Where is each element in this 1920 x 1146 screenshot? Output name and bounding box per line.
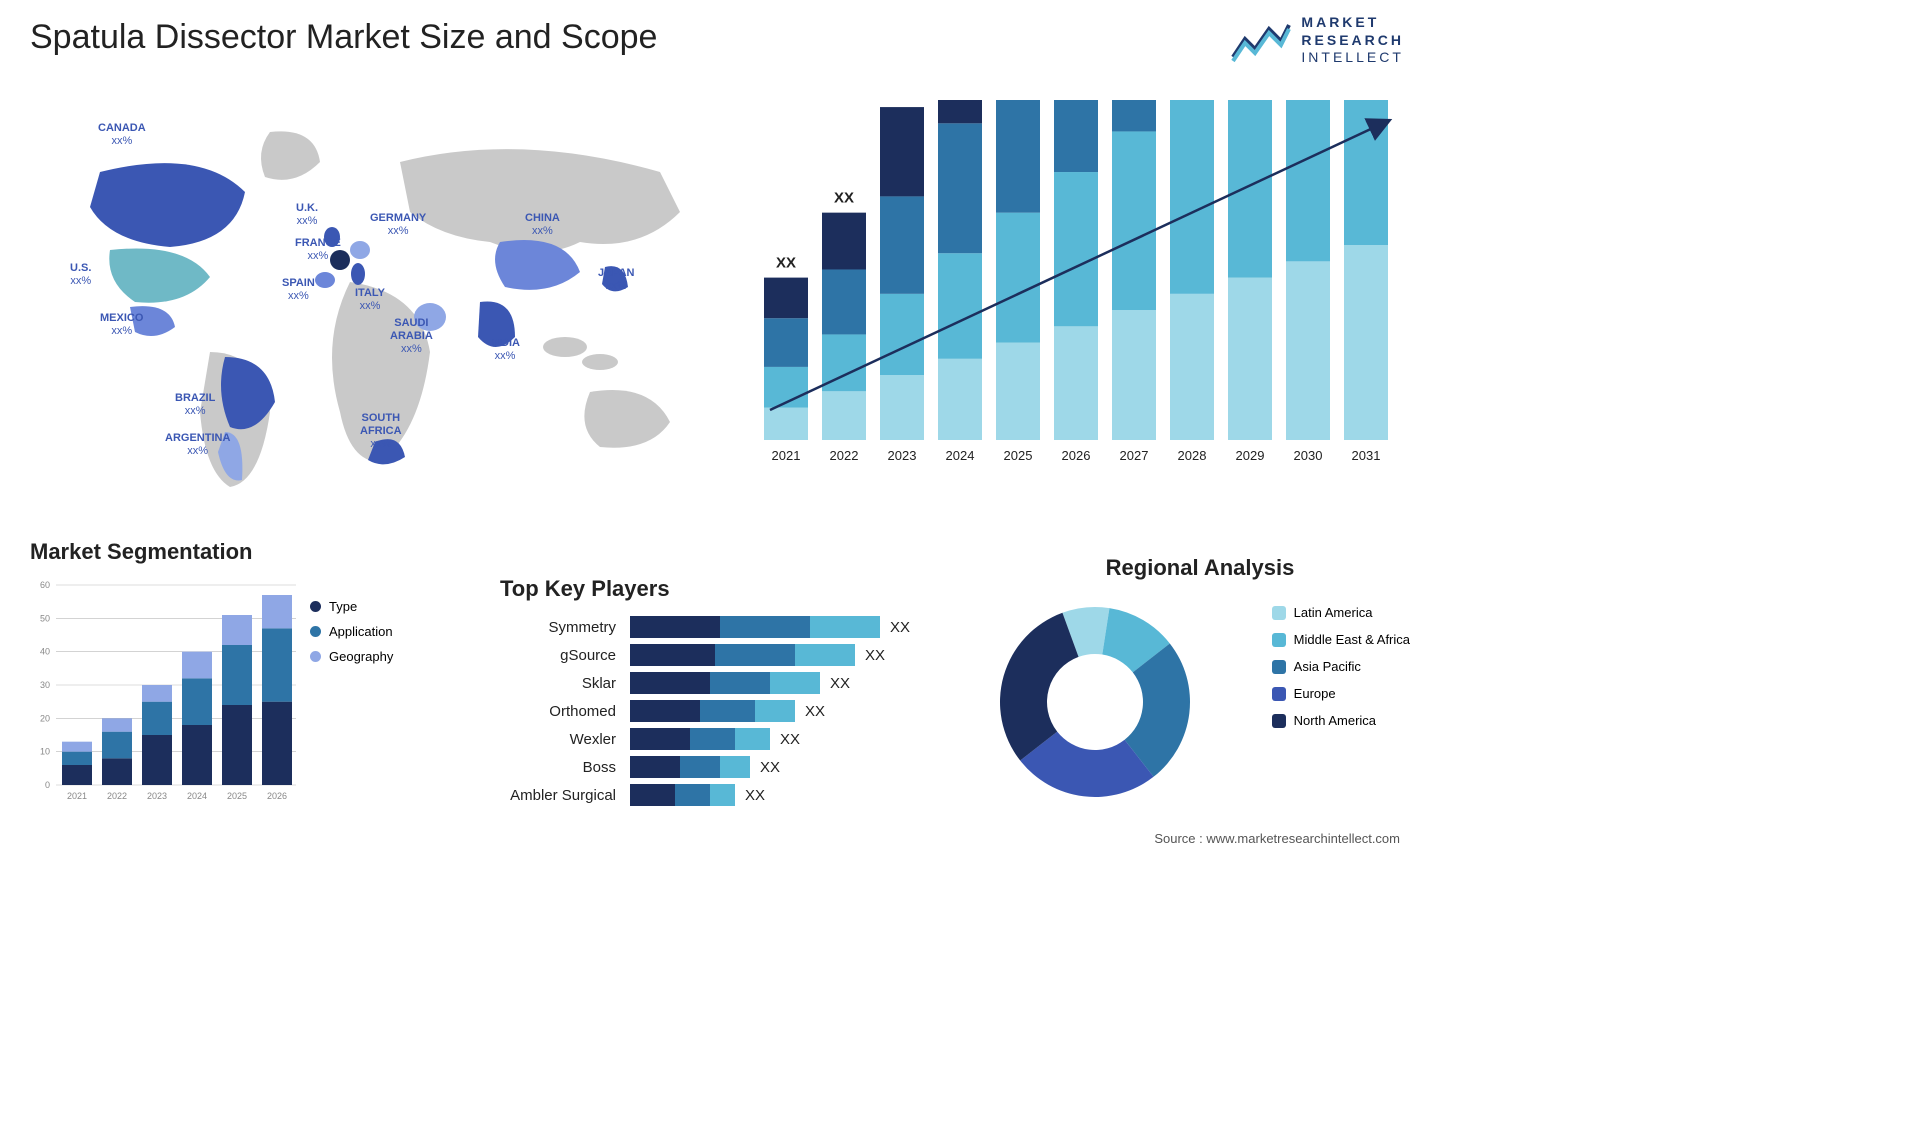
player-name: Wexler xyxy=(500,731,630,748)
svg-text:XX: XX xyxy=(776,255,796,272)
map-label: U.K.xx% xyxy=(296,202,318,228)
players-title: Top Key Players xyxy=(500,576,960,602)
map-label: U.S.xx% xyxy=(70,262,91,288)
svg-text:2022: 2022 xyxy=(830,448,859,463)
player-bar xyxy=(630,728,770,750)
page-title: Spatula Dissector Market Size and Scope xyxy=(30,18,657,57)
svg-text:2024: 2024 xyxy=(946,448,975,463)
player-value: XX xyxy=(805,703,825,720)
segmentation-panel: Market Segmentation 0 10 20 30 40 50 60 2021 202… xyxy=(30,539,460,812)
player-name: gSource xyxy=(500,647,630,664)
player-row: Boss XX xyxy=(500,756,960,778)
logo-text: MARKET RESEARCH INTELLECT xyxy=(1301,14,1404,67)
player-name: Ambler Surgical xyxy=(500,787,630,804)
growth-chart-svg: XX2021XX2022XX2023XX2024XX2025XX2026XX20… xyxy=(760,100,1400,480)
brand-logo: MARKET RESEARCH INTELLECT xyxy=(1231,14,1404,67)
legend-item: Application xyxy=(310,624,393,639)
world-map: CANADAxx% U.S.xx% MEXICOxx% BRAZILxx% ARGENT… xyxy=(20,92,720,492)
svg-text:2026: 2026 xyxy=(267,791,287,801)
regional-donut xyxy=(990,597,1200,807)
player-value: XX xyxy=(890,619,910,636)
svg-text:XX: XX xyxy=(892,100,912,101)
player-row: Orthomed XX xyxy=(500,700,960,722)
svg-text:60: 60 xyxy=(40,580,50,590)
map-label: SAUDIARABIAxx% xyxy=(390,317,433,357)
map-label: ITALYxx% xyxy=(355,287,385,313)
map-label: SOUTHAFRICAxx% xyxy=(360,412,402,452)
regional-panel: Regional Analysis Latin America Middle Ea… xyxy=(990,555,1410,812)
map-label: FRANCExx% xyxy=(295,237,341,263)
svg-text:0: 0 xyxy=(45,780,50,790)
svg-text:2021: 2021 xyxy=(772,448,801,463)
svg-text:2031: 2031 xyxy=(1352,448,1381,463)
player-value: XX xyxy=(745,787,765,804)
player-row: Ambler Surgical XX xyxy=(500,784,960,806)
svg-text:20: 20 xyxy=(40,713,50,723)
svg-text:2023: 2023 xyxy=(147,791,167,801)
player-value: XX xyxy=(830,675,850,692)
player-name: Orthomed xyxy=(500,703,630,720)
regional-title: Regional Analysis xyxy=(990,555,1410,581)
segmentation-chart: 0 10 20 30 40 50 60 2021 2022 2023 2024 2025 2026 xyxy=(30,577,300,807)
svg-text:2023: 2023 xyxy=(888,448,917,463)
map-label: SPAINxx% xyxy=(282,277,315,303)
player-value: XX xyxy=(865,647,885,664)
svg-text:2022: 2022 xyxy=(107,791,127,801)
map-label: INDIAxx% xyxy=(490,337,520,363)
player-value: XX xyxy=(760,759,780,776)
map-label: BRAZILxx% xyxy=(175,392,215,418)
svg-text:2028: 2028 xyxy=(1178,448,1207,463)
player-value: XX xyxy=(780,731,800,748)
players-panel: Top Key Players SymmetryXXgSourceXXSklar… xyxy=(500,576,960,812)
player-bar xyxy=(630,644,855,666)
legend-item: Asia Pacific xyxy=(1272,659,1410,674)
legend-item: Geography xyxy=(310,649,393,664)
player-bar xyxy=(630,784,735,806)
svg-text:2021: 2021 xyxy=(67,791,87,801)
map-label: ARGENTINAxx% xyxy=(165,432,230,458)
svg-text:2029: 2029 xyxy=(1236,448,1265,463)
player-name: Symmetry xyxy=(500,619,630,636)
player-name: Boss xyxy=(500,759,630,776)
segmentation-legend: Type Application Geography xyxy=(310,599,393,674)
svg-text:2030: 2030 xyxy=(1294,448,1323,463)
legend-item: Middle East & Africa xyxy=(1272,632,1410,647)
player-bar xyxy=(630,616,880,638)
player-row: Symmetry XX xyxy=(500,616,960,638)
legend-item: Europe xyxy=(1272,686,1410,701)
growth-chart: XX2021XX2022XX2023XX2024XX2025XX2026XX20… xyxy=(760,100,1400,480)
legend-item: Latin America xyxy=(1272,605,1410,620)
player-row: Wexler XX xyxy=(500,728,960,750)
map-label: CHINAxx% xyxy=(525,212,560,238)
player-bar xyxy=(630,672,820,694)
logo-mark-icon xyxy=(1231,17,1291,63)
regional-legend: Latin America Middle East & Africa Asia Pa… xyxy=(1272,605,1410,740)
svg-text:2026: 2026 xyxy=(1062,448,1091,463)
player-bar xyxy=(630,700,795,722)
source-attribution: Source : www.marketresearchintellect.com xyxy=(1154,831,1400,846)
svg-text:40: 40 xyxy=(40,647,50,657)
svg-text:2024: 2024 xyxy=(187,791,207,801)
svg-text:2025: 2025 xyxy=(1004,448,1033,463)
svg-text:50: 50 xyxy=(40,613,50,623)
player-name: Sklar xyxy=(500,675,630,692)
legend-item: Type xyxy=(310,599,393,614)
legend-item: North America xyxy=(1272,713,1410,728)
player-row: gSource XX xyxy=(500,644,960,666)
map-label: MEXICOxx% xyxy=(100,312,143,338)
map-label: CANADAxx% xyxy=(98,122,146,148)
player-bar xyxy=(630,756,750,778)
player-row: Sklar XX xyxy=(500,672,960,694)
players-rows: SymmetryXXgSourceXXSklarXXOrthomedXXWexl… xyxy=(500,616,960,806)
map-label: GERMANYxx% xyxy=(370,212,426,238)
svg-text:2027: 2027 xyxy=(1120,448,1149,463)
segmentation-title: Market Segmentation xyxy=(30,539,460,565)
svg-text:XX: XX xyxy=(834,190,854,207)
svg-text:2025: 2025 xyxy=(227,791,247,801)
svg-text:30: 30 xyxy=(40,680,50,690)
map-label: JAPANxx% xyxy=(598,267,634,293)
svg-text:10: 10 xyxy=(40,747,50,757)
